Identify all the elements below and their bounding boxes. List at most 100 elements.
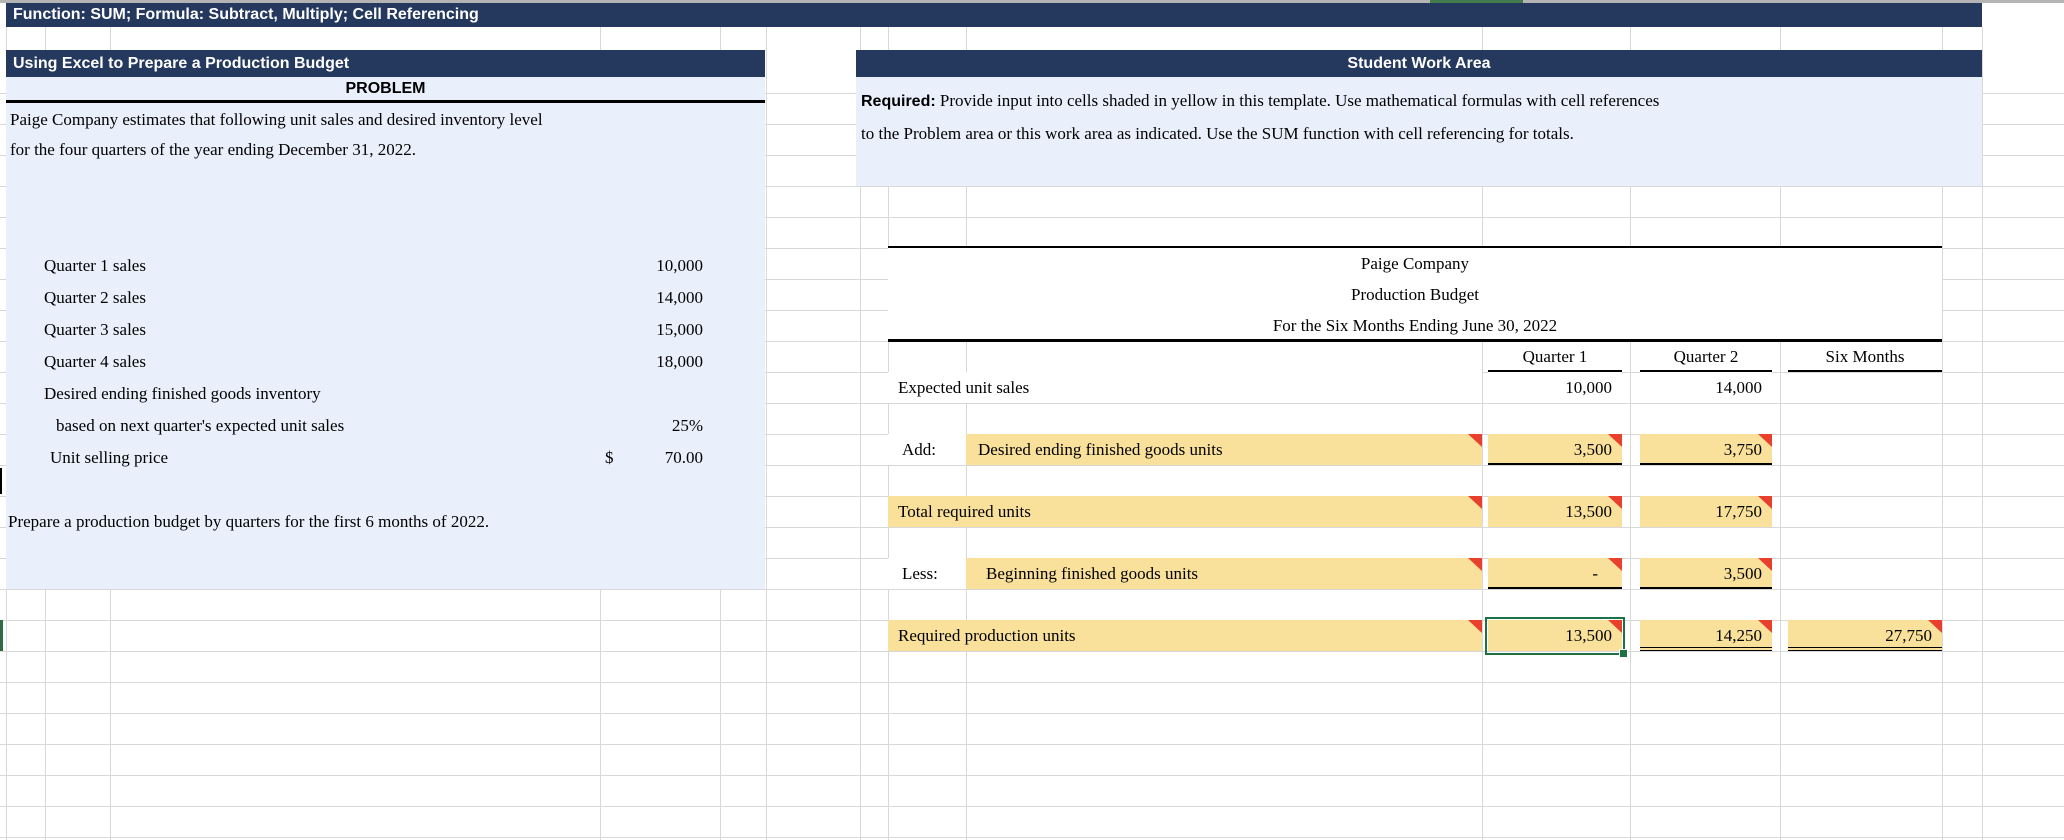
column-header-label: Six Months (1825, 347, 1905, 366)
required-text-line2: to the Problem area or this work area as… (861, 124, 1574, 143)
gridline (0, 403, 2064, 404)
required-production-six-months-cell[interactable]: 27,750 (1788, 620, 1942, 651)
gridline (860, 27, 861, 840)
table-company-title: Paige Company (1360, 254, 1470, 273)
add-prefix-cell[interactable]: Add: (888, 434, 966, 465)
required-production-q2-cell[interactable]: 14,250 (1640, 620, 1772, 651)
cell-value: 14,250 (1715, 626, 1762, 645)
cell-value: 13,500 (1565, 502, 1612, 521)
work-area-title: Student Work Area (1347, 55, 1491, 72)
screen-top-strip-green-segment (1430, 0, 1523, 3)
total-required-q2-cell[interactable]: 17,750 (1640, 496, 1772, 527)
work-area-section-header: Student Work Area (856, 50, 1982, 77)
gridline (1982, 27, 1983, 840)
gridline (1482, 27, 1483, 840)
table-top-border (888, 246, 1942, 248)
add-desired-ending-label-cell[interactable]: Desired ending finished goods units (966, 434, 1482, 465)
fill-handle[interactable] (1619, 649, 1628, 658)
expected-unit-sales-q2-cell[interactable]: 14,000 (1640, 372, 1772, 403)
selected-cell-border[interactable] (1485, 617, 1628, 658)
table-report-title: Production Budget (1351, 285, 1479, 304)
row-prefix: Add: (902, 440, 936, 459)
item-label: Quarter 4 sales (44, 352, 146, 371)
gridline (1942, 27, 1943, 840)
required-production-label-cell[interactable]: Required production units (888, 620, 1482, 651)
gridline (0, 806, 2064, 807)
worksheet-title-bar: Function: SUM; Formula: Subtract, Multip… (6, 3, 1982, 27)
less-beginning-q2-cell[interactable]: 3,500 (1640, 558, 1772, 589)
problem-panel: Paige Company estimates that following u… (6, 103, 765, 589)
column-header-quarter1[interactable]: Quarter 1 (1488, 342, 1622, 372)
problem-subheader-label: PROBLEM (345, 80, 426, 97)
gridline (0, 589, 2064, 590)
less-beginning-label-cell[interactable]: Beginning finished goods units (966, 558, 1482, 589)
item-label: Quarter 3 sales (44, 320, 146, 339)
row-label: Total required units (898, 502, 1031, 521)
item-label: Unit selling price (50, 448, 169, 467)
table-title-block: Paige Company Production Budget For the … (888, 248, 1942, 341)
gridline (0, 465, 2064, 466)
problem-section-header: Using Excel to Prepare a Production Budg… (6, 50, 765, 77)
problem-description-line2: for the four quarters of the year ending… (10, 140, 416, 159)
gridline (888, 27, 889, 840)
item-label: Quarter 2 sales (44, 288, 146, 307)
comment-triangle-icon (1468, 620, 1482, 633)
comment-triangle-icon (1468, 496, 1482, 509)
item-value: 10,000 (656, 256, 703, 275)
expected-unit-sales-label-cell[interactable]: Expected unit sales (888, 372, 1482, 403)
row-label: Required production units (898, 626, 1076, 645)
comment-triangle-icon (1468, 434, 1482, 447)
gridline (0, 713, 2064, 714)
required-production-q1-cell[interactable]: 13,500 (1488, 620, 1622, 651)
gridline (1630, 27, 1631, 840)
problem-subheader: PROBLEM (6, 77, 765, 103)
left-edge-row-mark (0, 468, 2, 494)
total-required-q1-cell[interactable]: 13,500 (1488, 496, 1622, 527)
table-title-underline (888, 339, 1942, 342)
item-label: Desired ending finished goods inventory (44, 384, 321, 403)
screen-top-strip (0, 0, 2064, 3)
gridline (0, 682, 2064, 683)
problem-instruction: Prepare a production budget by quarters … (8, 512, 490, 531)
column-header-six-months[interactable]: Six Months (1788, 342, 1942, 372)
item-label: based on next quarter's expected unit sa… (56, 416, 345, 435)
gridline (0, 837, 2064, 838)
required-instructions-panel: Required: Provide input into cells shade… (856, 77, 1982, 186)
item-value: 15,000 (656, 320, 703, 339)
problem-description-line1: Paige Company estimates that following u… (10, 110, 543, 129)
expected-unit-sales-q1-cell[interactable]: 10,000 (1488, 372, 1622, 403)
column-header-quarter2[interactable]: Quarter 2 (1640, 342, 1772, 372)
cell-value: 10,000 (1565, 378, 1612, 397)
cell-value: - (1592, 564, 1598, 583)
table-period-title: For the Six Months Ending June 30, 2022 (1272, 316, 1558, 335)
cell-value: 3,500 (1723, 564, 1762, 583)
item-label: Quarter 1 sales (44, 256, 146, 275)
add-desired-ending-q1-cell[interactable]: 3,500 (1488, 434, 1622, 465)
worksheet-title: Function: SUM; Formula: Subtract, Multip… (13, 6, 479, 23)
row-label: Beginning finished goods units (986, 564, 1199, 583)
item-value: 18,000 (656, 352, 703, 371)
selected-row-edge-indicator (0, 620, 3, 651)
gridline (766, 27, 767, 840)
gridline (0, 651, 2064, 652)
cell-value: 27,750 (1885, 626, 1932, 645)
gridline (966, 27, 967, 840)
column-header-label: Quarter 2 (1673, 347, 1739, 366)
currency-symbol: $ (605, 448, 614, 467)
row-prefix: Less: (902, 564, 938, 583)
gridline (1780, 27, 1781, 840)
less-prefix-cell[interactable]: Less: (888, 558, 966, 589)
row-label: Expected unit sales (898, 378, 1030, 397)
comment-triangle-icon (1608, 558, 1622, 571)
cell-value: 3,500 (1573, 440, 1612, 459)
cell-value: 17,750 (1715, 502, 1762, 521)
gridline (0, 217, 2064, 218)
gridline (0, 744, 2064, 745)
row-label: Desired ending finished goods units (978, 440, 1223, 459)
item-value: 14,000 (656, 288, 703, 307)
less-beginning-q1-cell[interactable]: - (1488, 558, 1622, 589)
cell-value: 14,000 (1715, 378, 1762, 397)
total-required-label-cell[interactable]: Total required units (888, 496, 1482, 527)
add-desired-ending-q2-cell[interactable]: 3,750 (1640, 434, 1772, 465)
